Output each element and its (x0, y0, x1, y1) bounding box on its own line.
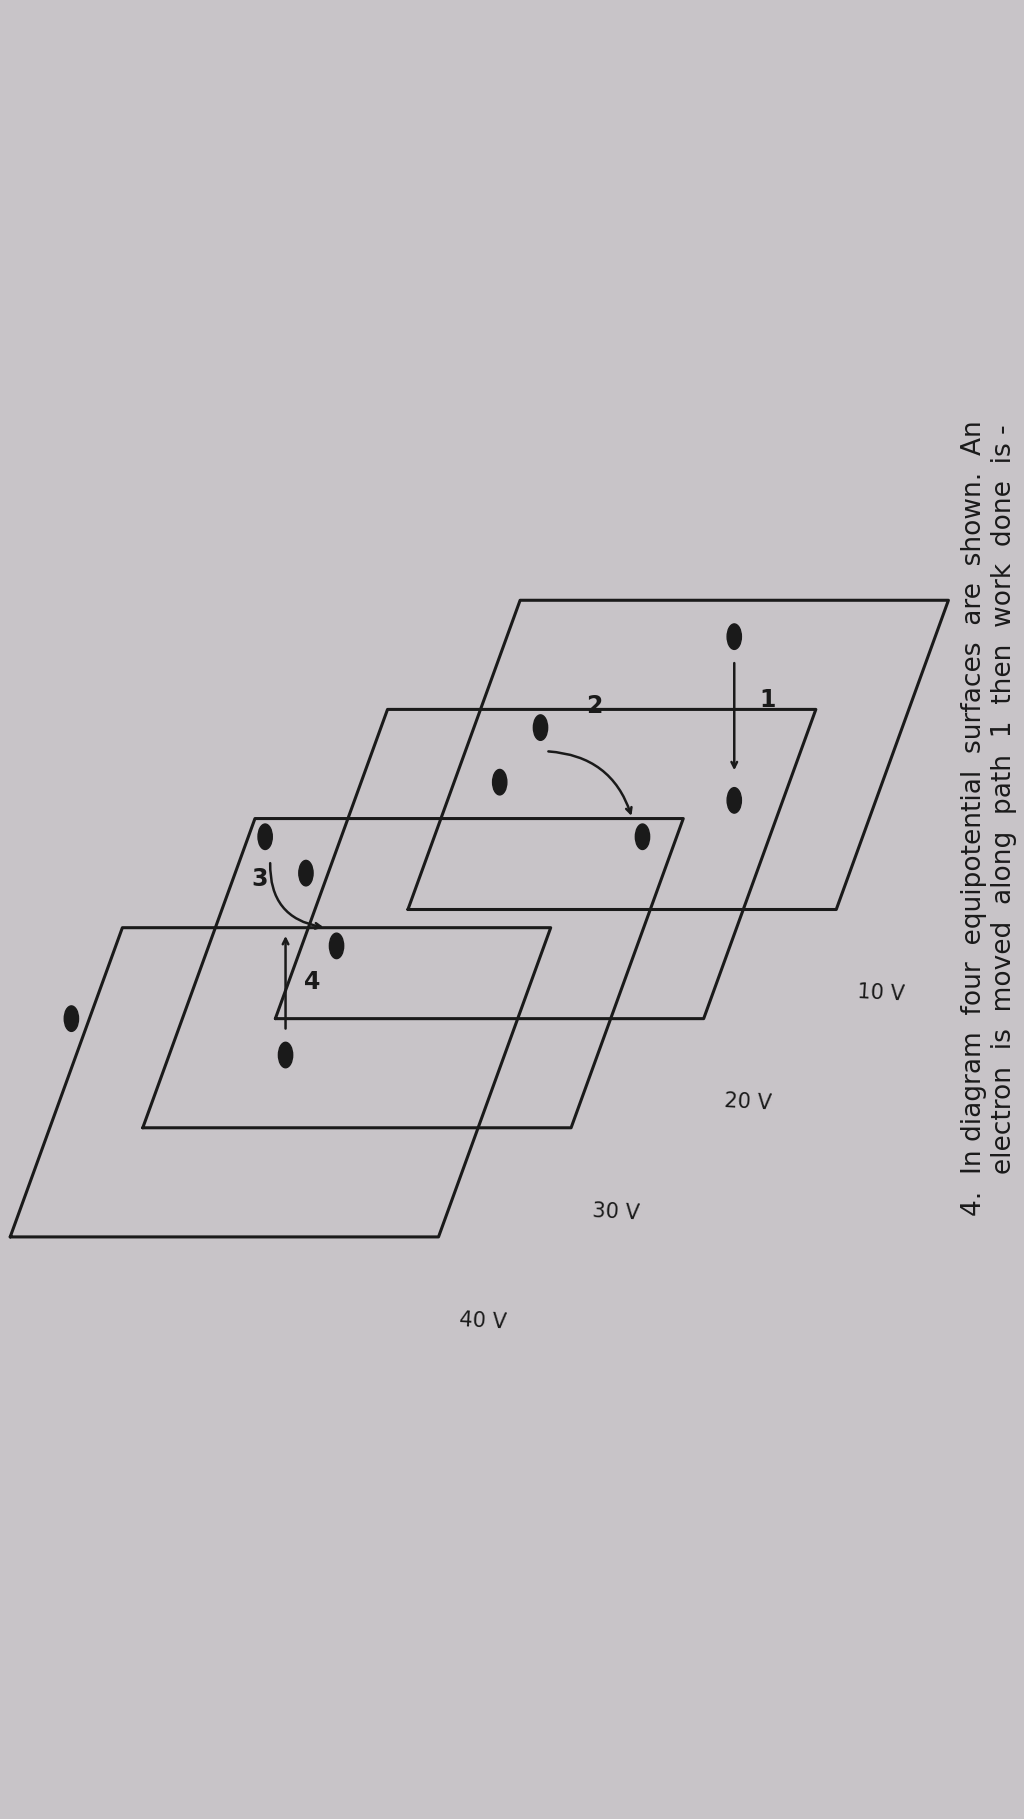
Circle shape (534, 715, 548, 740)
Circle shape (258, 824, 272, 849)
Text: 4.  In diagram  four  equipotential  surfaces  are  shown.  An
     electron  is: 4. In diagram four equipotential surface… (962, 420, 1017, 1217)
Text: 3: 3 (252, 868, 268, 891)
Text: 2: 2 (587, 693, 603, 719)
Circle shape (727, 624, 741, 649)
Text: 4: 4 (304, 970, 321, 995)
Text: 1: 1 (760, 688, 776, 713)
Circle shape (279, 1042, 293, 1068)
Circle shape (65, 1006, 79, 1031)
Text: 20 V: 20 V (724, 1091, 772, 1113)
Text: 10 V: 10 V (857, 982, 905, 1004)
Circle shape (330, 933, 344, 959)
Text: 40 V: 40 V (459, 1310, 507, 1332)
Text: 30 V: 30 V (592, 1201, 640, 1222)
Circle shape (493, 769, 507, 795)
Circle shape (299, 860, 313, 886)
Circle shape (635, 824, 649, 849)
Circle shape (727, 788, 741, 813)
